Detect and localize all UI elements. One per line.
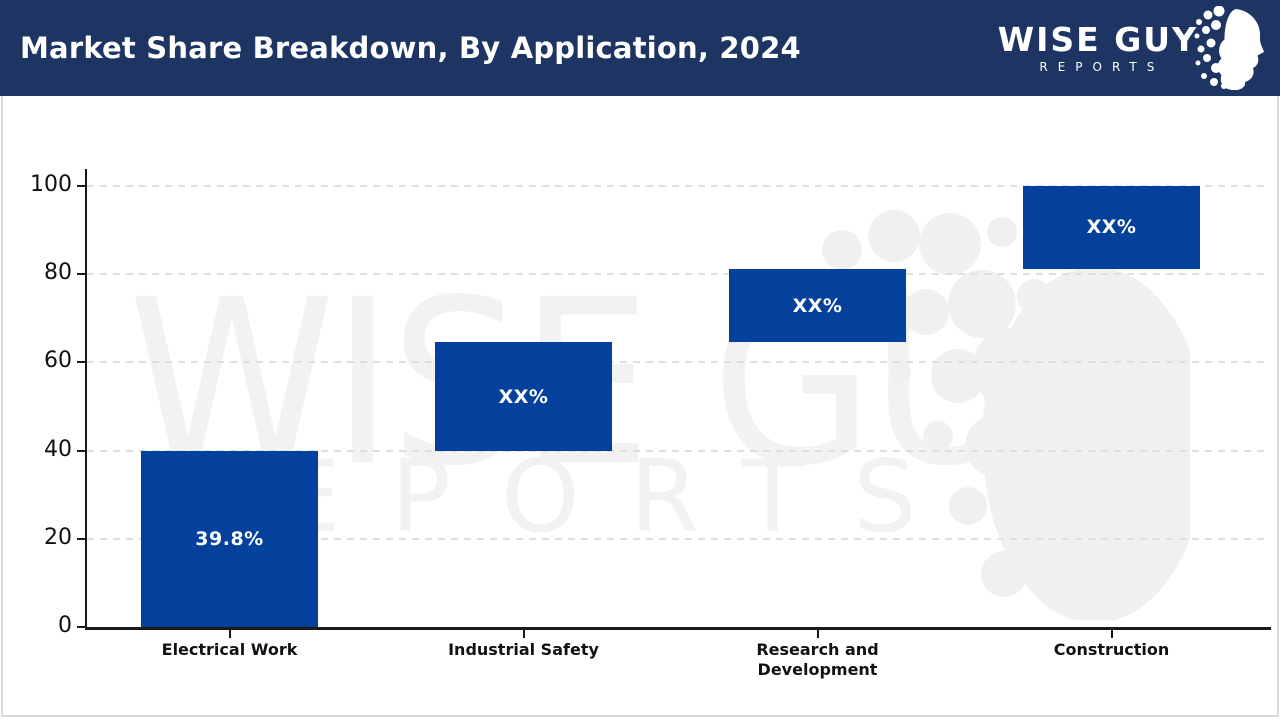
y-tick-mark xyxy=(77,537,86,540)
header-bar: Market Share Breakdown, By Application, … xyxy=(0,0,1280,96)
y-tick-mark xyxy=(77,185,86,187)
x-category-label-industrial-safety: Industrial Safety xyxy=(448,640,599,659)
x-tick-mark xyxy=(228,630,231,638)
x-category-label-construction: Construction xyxy=(1053,640,1170,659)
x-tick-mark xyxy=(816,630,819,638)
bar-construction: XX% xyxy=(1023,186,1200,269)
gridline-80 xyxy=(87,273,1270,276)
y-tick-label: 40 xyxy=(44,436,72,462)
bar-electrical-work: 39.8% xyxy=(141,451,318,627)
y-tick-label: 20 xyxy=(44,524,72,550)
y-tick-mark xyxy=(77,626,86,628)
y-tick-label: 100 xyxy=(30,172,72,197)
bar-value-label: XX% xyxy=(1086,216,1137,239)
bar-industrial-safety: XX% xyxy=(435,342,612,452)
brand-name: WISE GUY xyxy=(997,20,1198,60)
gridline-20 xyxy=(87,537,1270,540)
gridline-100 xyxy=(87,185,1270,187)
x-tick-mark xyxy=(522,630,525,638)
bar-research-and-development: XX% xyxy=(729,268,906,343)
gridline-60 xyxy=(87,361,1270,364)
watermark-head-icon xyxy=(822,210,1190,620)
gridline-40 xyxy=(87,449,1270,452)
bar-value-label: XX% xyxy=(498,385,549,408)
y-tick-label: 0 xyxy=(58,613,72,638)
x-category-label-research-and-development: Research and Development xyxy=(756,640,879,679)
y-tick-mark xyxy=(77,449,86,452)
y-tick-mark xyxy=(77,273,86,276)
bar-value-label: XX% xyxy=(792,294,843,317)
brand-logo-text: WISE GUY REPORTS xyxy=(997,20,1198,74)
brand-subname: REPORTS xyxy=(1039,59,1165,74)
y-tick-mark xyxy=(77,361,86,364)
y-axis-line xyxy=(85,169,87,629)
x-tick-mark xyxy=(1110,630,1113,638)
brand-logo: WISE GUY REPORTS xyxy=(998,6,1266,90)
x-category-label-electrical-work: Electrical Work xyxy=(161,640,298,659)
bar-value-label: 39.8% xyxy=(195,528,264,551)
y-tick-label: 80 xyxy=(44,260,72,286)
page-title: Market Share Breakdown, By Application, … xyxy=(20,31,801,65)
brand-head-icon xyxy=(1194,6,1264,90)
y-tick-label: 60 xyxy=(44,348,72,374)
x-axis-line xyxy=(85,627,1271,630)
